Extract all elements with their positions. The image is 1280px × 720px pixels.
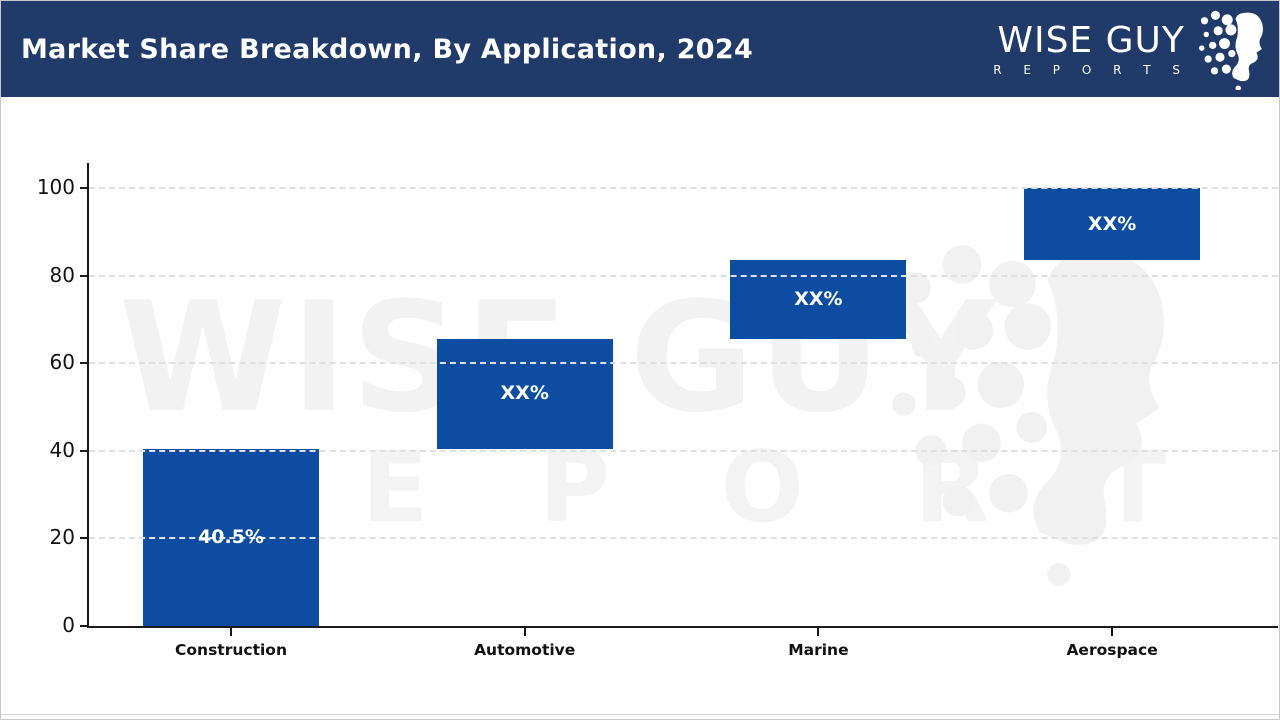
gridline-100 (89, 187, 1278, 189)
bar-construction (143, 448, 319, 626)
y-tick-60 (80, 362, 88, 365)
y-tick-label-40: 40 (49, 437, 75, 462)
gridline-80 (89, 274, 1278, 277)
logo-wordmark: WISE GUY (997, 19, 1185, 61)
y-tick-label-100: 100 (36, 175, 75, 199)
bar-label-automotive: XX% (500, 382, 549, 405)
x-tick-automotive (523, 628, 526, 636)
x-tick-construction (230, 628, 232, 636)
page-title: Market Share Breakdown, By Application, … (21, 33, 754, 65)
wise-guy-reports-logo: WISE GUY R E P O R T S (993, 8, 1267, 90)
x-label-automotive: Automotive (474, 641, 576, 659)
header: Market Share Breakdown, By Application, … (1, 1, 1279, 97)
y-tick-label-80: 80 (49, 262, 75, 287)
gridline-40 (89, 449, 1278, 452)
y-axis-line (87, 163, 89, 628)
bar-label-marine: XX% (794, 288, 843, 311)
footer-divider (1, 714, 1279, 715)
y-tick-100 (80, 187, 88, 189)
bar-automotive (436, 339, 613, 449)
logo-subtitle: R E P O R T S (993, 62, 1189, 77)
x-label-construction: Construction (175, 641, 287, 659)
y-tick-label-60: 60 (49, 350, 75, 375)
watermark-face-icon (892, 245, 1164, 587)
y-tick-20 (80, 537, 88, 540)
y-tick-label-20: 20 (49, 525, 75, 550)
y-tick-0 (80, 625, 88, 627)
x-label-aerospace: Aerospace (1066, 641, 1158, 659)
x-axis-line (87, 626, 1278, 628)
bar-marine (730, 260, 907, 340)
bar-label-construction: 40.5% (198, 525, 264, 548)
logo-text: WISE GUY R E P O R T S (993, 19, 1189, 77)
y-tick-40 (80, 449, 88, 452)
gridline-20 (89, 537, 1278, 540)
bar-aerospace (1024, 188, 1201, 261)
x-label-marine: Marine (788, 641, 849, 659)
logo-face-icon (1199, 10, 1263, 90)
x-tick-marine (817, 628, 820, 636)
x-tick-aerospace (1111, 628, 1114, 636)
y-tick-80 (80, 274, 88, 277)
bar-label-aerospace: XX% (1087, 213, 1137, 235)
gridline-60 (89, 362, 1278, 365)
y-tick-label-0: 0 (62, 613, 75, 637)
